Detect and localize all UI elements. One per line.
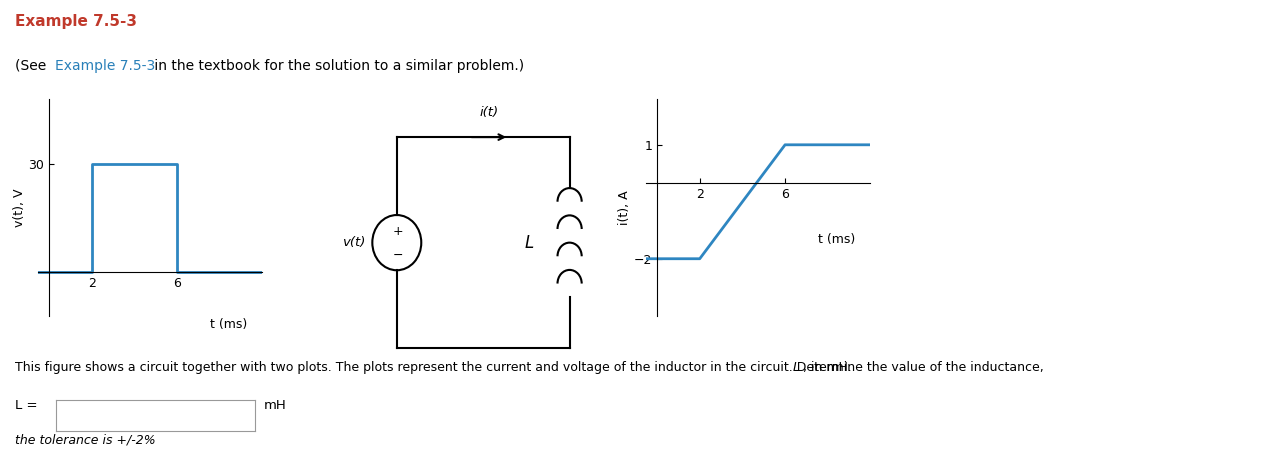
Text: Example 7.5-3: Example 7.5-3 [15,14,137,28]
Text: i(t): i(t) [480,106,498,119]
Text: L =: L = [15,399,38,412]
Text: L: L [792,361,799,374]
Text: in the textbook for the solution to a similar problem.): in the textbook for the solution to a si… [150,59,524,73]
Text: v(t): v(t) [342,236,365,249]
Text: Example 7.5-3: Example 7.5-3 [55,59,155,73]
Text: −: − [393,249,403,262]
Text: (See: (See [15,59,51,73]
Text: the tolerance is +/-2%: the tolerance is +/-2% [15,434,156,447]
X-axis label: t (ms): t (ms) [818,234,855,246]
Text: This figure shows a circuit together with two plots. The plots represent the cur: This figure shows a circuit together wit… [15,361,1048,374]
X-axis label: t (ms): t (ms) [210,318,247,331]
Y-axis label: i(t), A: i(t), A [618,190,631,225]
Text: , in mH.: , in mH. [803,361,851,374]
Text: L: L [525,234,534,252]
Text: +: + [393,225,403,238]
Y-axis label: v(t), V: v(t), V [13,188,26,227]
Text: mH: mH [264,399,287,412]
